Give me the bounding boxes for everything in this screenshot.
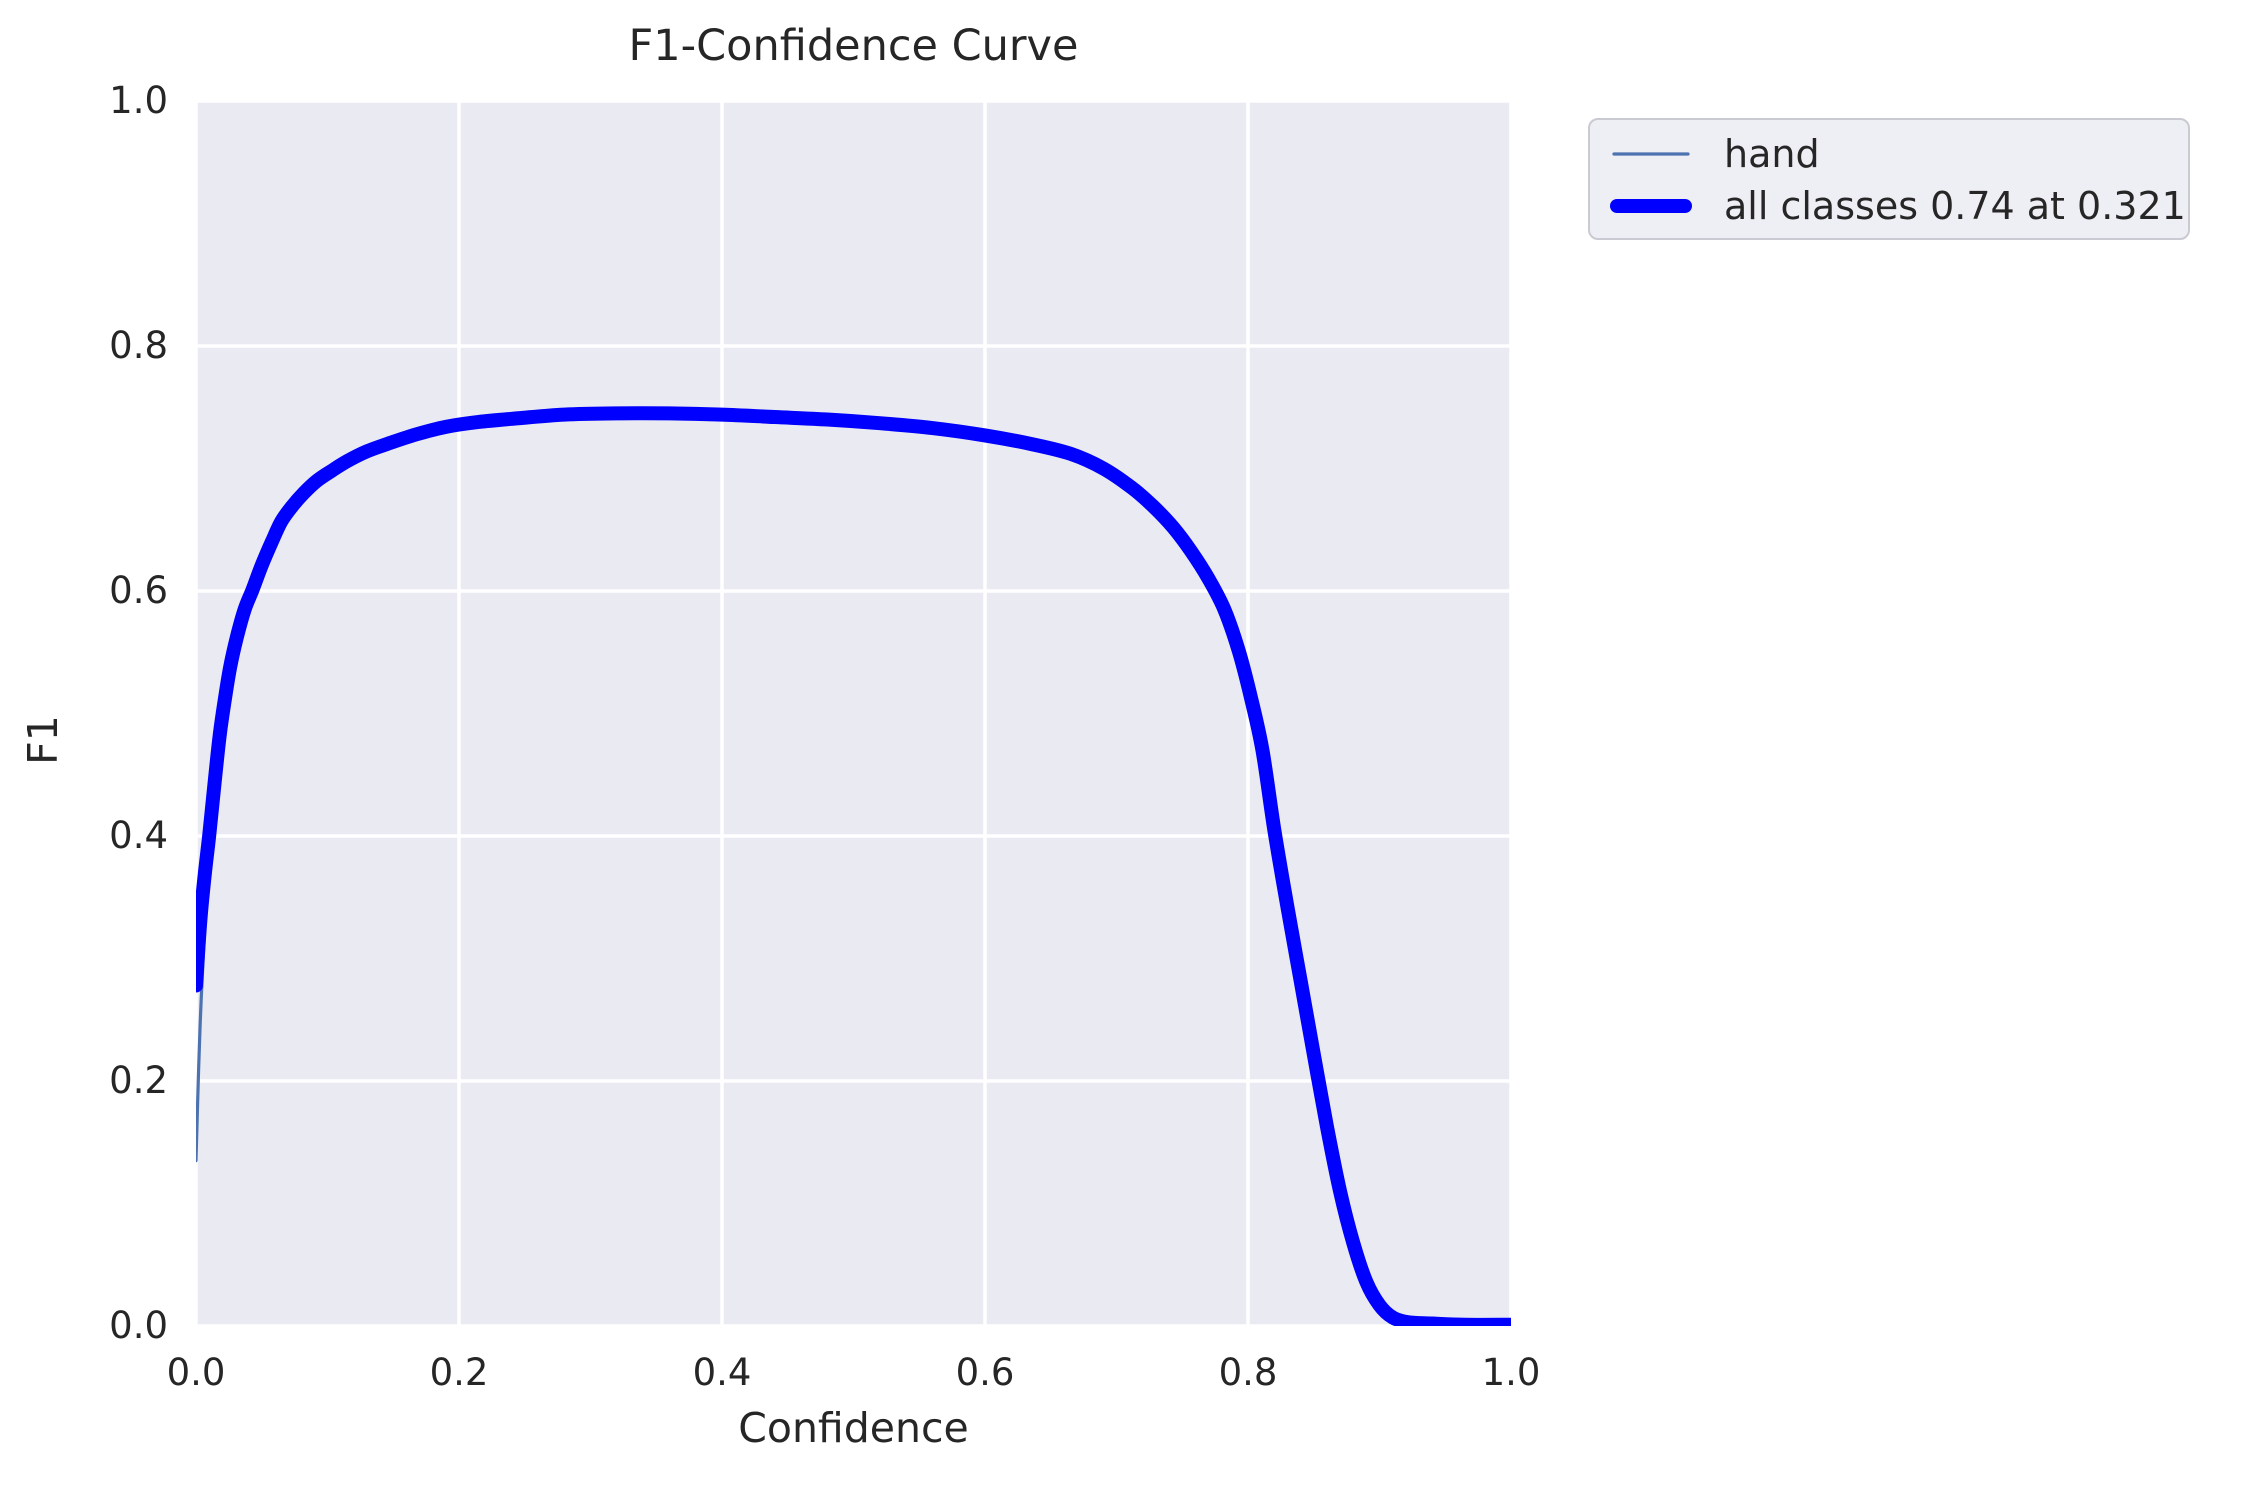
legend: hand all classes 0.74 at 0.321 — [1588, 118, 2190, 240]
all-classes-curve — [196, 406, 1511, 1326]
legend-item-hand: hand — [1610, 128, 2188, 180]
y-tick-label: 0.0 — [109, 1304, 168, 1347]
y-tick-label: 0.6 — [109, 569, 168, 612]
all-classes-line-swatch-icon — [1610, 199, 1692, 213]
y-tick-label: 0.2 — [109, 1059, 168, 1102]
y-axis-label: F1 — [19, 715, 67, 765]
legend-item-all-classes: all classes 0.74 at 0.321 — [1610, 180, 2188, 232]
y-tick-label: 1.0 — [109, 79, 168, 122]
x-tick-label: 1.0 — [1481, 1351, 1541, 1394]
y-tick-label: 0.8 — [109, 324, 168, 367]
x-tick-label: 0.8 — [1218, 1351, 1278, 1394]
legend-label-hand: hand — [1724, 132, 1820, 176]
chart-title: F1-Confidence Curve — [628, 21, 1079, 71]
y-tick-label: 0.4 — [109, 814, 168, 857]
hand-line-swatch-icon — [1612, 152, 1690, 156]
x-axis-label: Confidence — [738, 1404, 969, 1452]
x-tick-label: 0.2 — [429, 1351, 489, 1394]
legend-label-all-classes: all classes 0.74 at 0.321 — [1724, 184, 2186, 228]
x-tick-label: 0.4 — [692, 1351, 752, 1394]
axes-background — [196, 101, 1511, 1326]
x-tick-label: 0.6 — [955, 1351, 1015, 1394]
x-tick-label: 0.0 — [166, 1351, 226, 1394]
